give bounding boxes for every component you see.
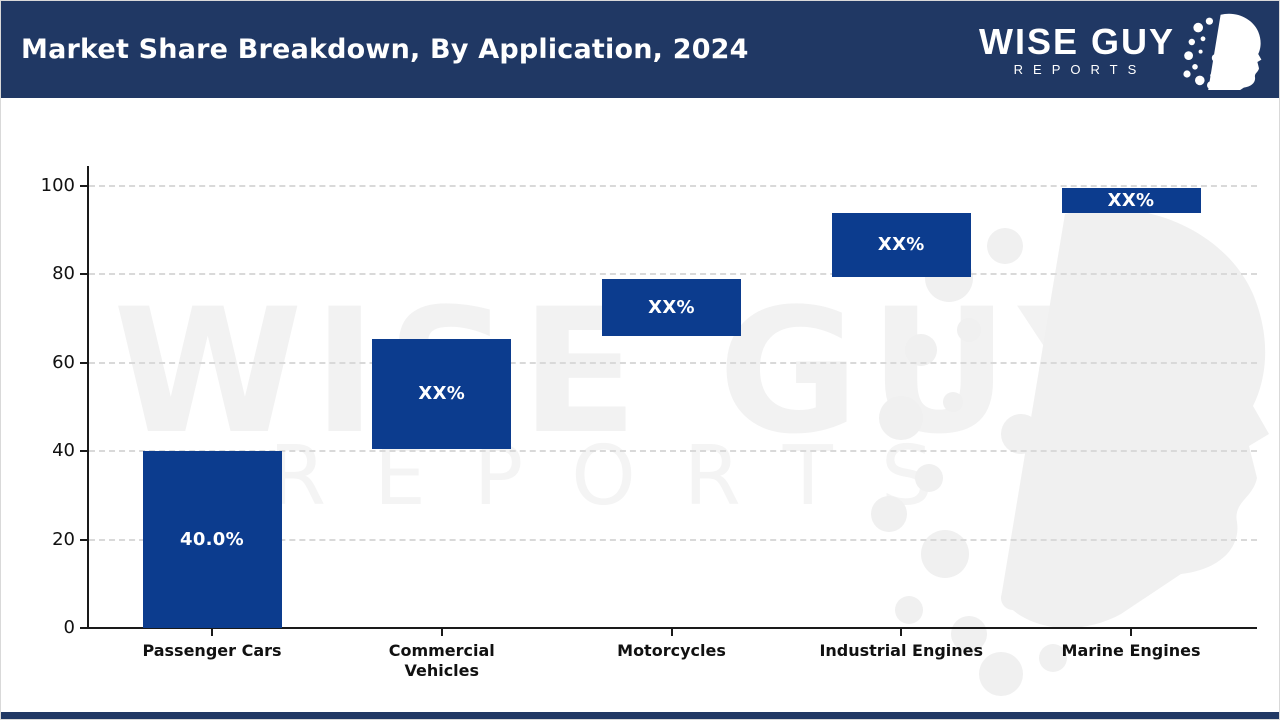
waterfall-bar-4: XX%	[831, 212, 971, 277]
x-tick-label-4: Industrial Engines	[819, 641, 984, 660]
gridline-60	[89, 361, 1257, 364]
x-axis-spine	[87, 627, 1257, 629]
y-tick-mark-20	[80, 538, 88, 541]
bar-value-label-1: 40.0%	[180, 529, 244, 551]
bar-value-label-4: XX%	[877, 234, 925, 256]
x-tick-mark-2	[440, 629, 443, 636]
bar-value-label-3: XX%	[648, 297, 695, 319]
waterfall-bar-2: XX%	[372, 338, 512, 449]
x-tick-mark-1	[211, 629, 213, 636]
y-axis-spine	[87, 166, 89, 628]
x-tick-label-5: Marine Engines	[1061, 641, 1201, 660]
y-tick-label-100: 100	[40, 175, 75, 196]
y-tick-mark-80	[80, 273, 88, 276]
brand-logo: WISE GUY REPORTS	[979, 9, 1263, 91]
page-title: Market Share Breakdown, By Application, …	[21, 34, 749, 65]
y-tick-label-40: 40	[52, 440, 75, 462]
plot-area: 40.0% XX% XX% XX% XX%	[89, 185, 1257, 628]
brand-logo-text: WISE GUY REPORTS	[978, 20, 1175, 78]
y-tick-mark-40	[80, 450, 88, 453]
watermark-text-reports: REPORTS	[269, 429, 981, 524]
gridline-40	[89, 450, 1257, 453]
x-tick-label-1: Passenger Cars	[142, 641, 282, 660]
x-tick-mark-4	[900, 629, 903, 636]
y-tick-label-20: 20	[52, 528, 75, 550]
bar-value-label-5: XX%	[1107, 189, 1155, 211]
gridline-20	[89, 538, 1257, 541]
y-tick-label-60: 60	[52, 351, 75, 373]
header-banner: Market Share Breakdown, By Application, …	[1, 1, 1279, 98]
y-tick-mark-0	[80, 627, 88, 629]
y-tick-label-0: 0	[63, 617, 75, 638]
x-tick-label-3: Motorcycles	[617, 641, 726, 660]
y-tick-mark-100	[80, 185, 88, 187]
waterfall-bar-1: 40.0%	[142, 451, 282, 628]
footer-bar	[1, 712, 1279, 719]
brand-face-icon	[1183, 13, 1262, 90]
waterfall-bar-3: XX%	[602, 278, 741, 337]
watermark-face-icon	[871, 208, 1269, 696]
x-tick-mark-5	[1130, 629, 1132, 636]
brand-subtitle: REPORTS	[1013, 62, 1147, 78]
y-tick-mark-60	[80, 361, 88, 364]
y-tick-label-80: 80	[52, 263, 75, 285]
x-tick-mark-3	[670, 629, 673, 636]
gridline-100	[89, 185, 1257, 187]
bar-value-label-2: XX%	[418, 383, 466, 405]
gridline-80	[89, 273, 1257, 276]
brand-name: WISE GUY	[978, 20, 1175, 62]
x-tick-label-2: Commercial Vehicles	[388, 641, 495, 680]
waterfall-bar-5: XX%	[1061, 188, 1201, 213]
